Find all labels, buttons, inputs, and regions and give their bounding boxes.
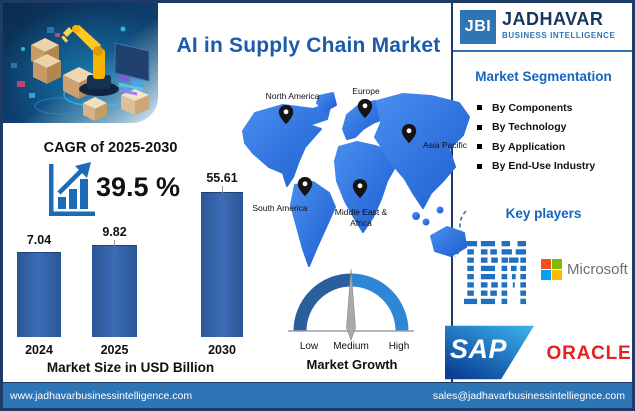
bar-category-2025: 2025 (100, 343, 129, 357)
map-pins (278, 99, 417, 199)
region-label-asia-pacific: Asia Pacific (423, 140, 467, 150)
segmentation-item-label: By End-Use Industry (492, 160, 596, 173)
growth-chart-icon (47, 160, 97, 225)
leader-line (222, 186, 223, 193)
bar-2024 (17, 252, 61, 337)
segmentation-heading: Market Segmentation (475, 69, 612, 84)
brand-tagline: BUSINESS INTELLIGENCE (502, 31, 616, 40)
brand-logo: JBI JADHAVAR BUSINESS INTELLIGENCE (453, 3, 632, 52)
leader-line (114, 240, 115, 246)
oracle-logo: ORACLE (546, 343, 632, 364)
segmentation-item: By End-Use Industry (477, 157, 595, 177)
pin-north-america-icon (278, 105, 294, 125)
segmentation-list: By Components By Technology By Applicati… (477, 98, 595, 176)
square-bullet-icon (477, 105, 482, 111)
pin-middle-east-africa-icon (352, 179, 368, 199)
sap-wordmark: SAP (450, 334, 508, 364)
ms-square-yellow (552, 270, 562, 280)
sap-shape-icon (445, 325, 534, 380)
panel-divider (451, 3, 453, 382)
bar-chart-axis-title: Market Size in USD Billion (46, 360, 215, 375)
world-map (235, 89, 471, 280)
gauge-tick-low: Low (299, 341, 319, 352)
route-dashed-line (454, 210, 467, 258)
segmentation-item: By Components (477, 98, 595, 118)
page-title: AI in Supply Chain Market (176, 34, 441, 57)
bar-value-2030: 55.61 (206, 171, 238, 185)
gauge-needle (346, 268, 356, 341)
microsoft-wordmark: Microsoft (567, 261, 628, 278)
bar-value-2024: 7.04 (26, 233, 52, 247)
footer-website-link[interactable]: www.jadhavarbusinessintelligence.com (10, 389, 193, 402)
segmentation-item-label: By Application (492, 140, 566, 153)
ms-square-blue (541, 270, 551, 280)
cagr-label: CAGR of 2025-2030 (43, 140, 178, 156)
region-label-middle-east-africa: Middle East & Africa (334, 207, 388, 228)
market-growth-gauge (286, 255, 416, 346)
bar-value-2025: 9.82 (102, 225, 127, 239)
segmentation-item-label: By Technology (492, 121, 567, 134)
bar-category-2030: 2030 (208, 343, 236, 357)
gauge-tick-high: High (388, 341, 410, 352)
gauge-icon (288, 268, 414, 341)
pin-south-america-icon (297, 177, 313, 197)
bar-2030 (201, 192, 243, 337)
footer-email-link[interactable]: sales@jadhavarbusinessintelliegnce.com (432, 389, 625, 402)
jbi-logo-mark: JBI (460, 10, 496, 44)
segmentation-item: By Application (477, 137, 595, 157)
footer-bar: www.jadhavarbusinessintelligence.com sal… (3, 382, 632, 408)
gauge-tick-medium: Medium (333, 341, 369, 352)
bar-2025 (92, 245, 137, 337)
region-label-europe: Europe (352, 86, 380, 96)
square-bullet-icon (477, 163, 482, 169)
brand-name: JADHAVAR (502, 9, 604, 29)
cagr-value: 39.5 % (96, 172, 181, 202)
segmentation-item-label: By Components (492, 101, 573, 114)
region-label-south-america: South America (252, 203, 308, 213)
segmentation-item: By Technology (477, 118, 595, 138)
bar-category-2024: 2024 (25, 343, 53, 357)
microsoft-squares-icon (541, 259, 562, 280)
microsoft-logo: Microsoft (541, 259, 628, 280)
sap-logo: SAP (445, 324, 534, 386)
pin-europe-icon (357, 99, 373, 119)
tech-accent-dots (11, 26, 126, 98)
ibm-stripes-icon (464, 241, 526, 305)
ibm-logo (464, 241, 526, 312)
square-bullet-icon (477, 144, 482, 150)
robot-arm-icon (61, 25, 119, 96)
region-label-north-america: North America (265, 91, 320, 101)
pin-asia-pacific-icon (401, 124, 417, 144)
world-map-icon (242, 92, 470, 267)
gauge-title: Market Growth (306, 357, 398, 372)
key-players-heading: Key players (505, 206, 582, 221)
supply-chain-illustration (3, 3, 158, 123)
square-bullet-icon (477, 124, 482, 130)
dashboard-screen-icon (114, 42, 150, 96)
robot-warehouse-icon (3, 3, 158, 123)
ms-square-red (541, 259, 551, 269)
ms-square-green (552, 259, 562, 269)
